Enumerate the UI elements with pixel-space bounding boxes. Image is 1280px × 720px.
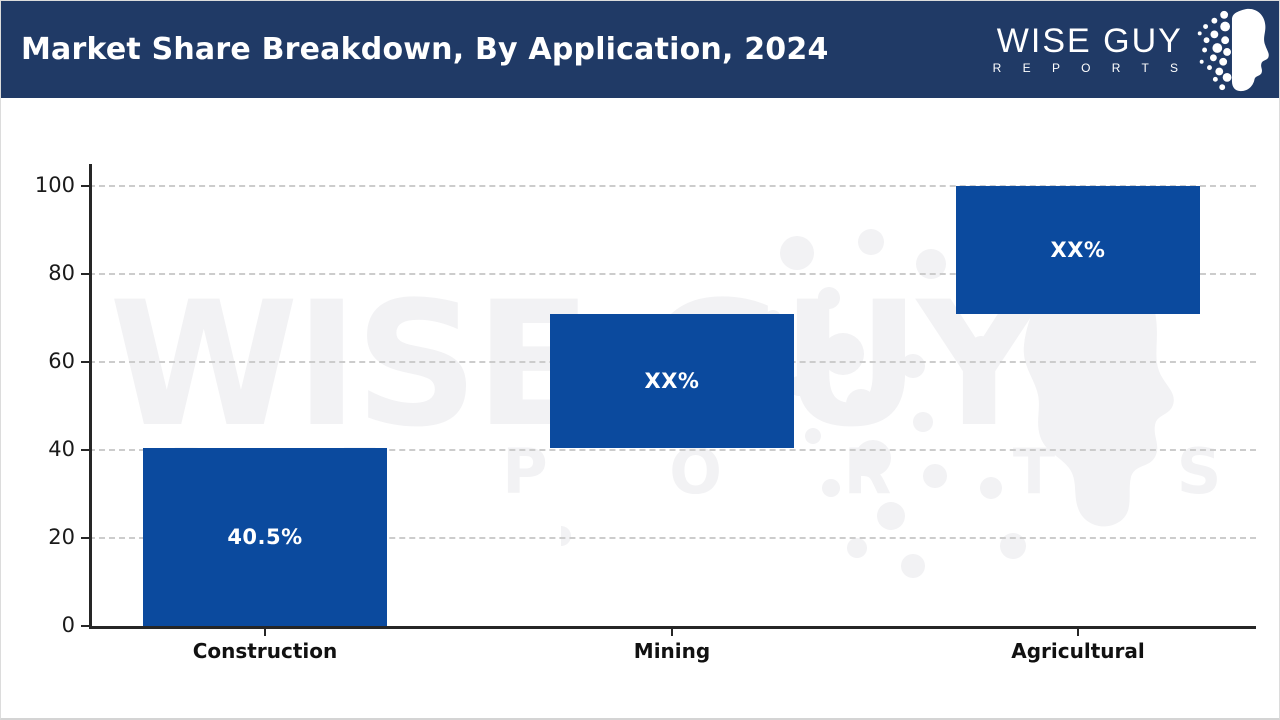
header-bar: Market Share Breakdown, By Application, … xyxy=(1,1,1279,98)
bar-value-label: XX% xyxy=(644,369,700,394)
y-axis-spine xyxy=(89,164,92,628)
x-category-label: Agricultural xyxy=(1011,639,1145,663)
gridline-80 xyxy=(89,273,1256,275)
logo-subtext: R E P O R T S xyxy=(992,61,1187,76)
y-tick-label: 20 xyxy=(48,525,75,549)
bar-construction: 40.5% xyxy=(143,447,387,626)
watermark-head-icon xyxy=(561,229,1174,578)
bar-mining: XX% xyxy=(550,314,794,448)
y-axis-tick xyxy=(81,273,89,275)
y-tick-label: 60 xyxy=(48,349,75,373)
gridline-40 xyxy=(89,449,1256,451)
logo-wordmark: WISE GUY xyxy=(996,21,1183,60)
y-tick-label: 80 xyxy=(48,261,75,285)
y-tick-label: 0 xyxy=(61,613,75,637)
x-axis-tick xyxy=(264,628,266,636)
y-axis-tick xyxy=(81,625,89,627)
x-axis-tick xyxy=(1077,628,1079,636)
y-axis-tick xyxy=(81,361,89,363)
bar-value-label: 40.5% xyxy=(227,524,303,549)
x-axis-spine xyxy=(89,626,1256,629)
gridline-20 xyxy=(89,537,1256,539)
wiseguy-logo: WISE GUY R E P O R T S xyxy=(993,6,1279,94)
x-category-label: Construction xyxy=(192,639,338,663)
gridline-100 xyxy=(89,185,1256,187)
y-tick-label: 100 xyxy=(34,173,75,197)
y-axis-tick xyxy=(81,537,89,539)
logo-head-icon xyxy=(1197,8,1269,91)
logo-text: WISE GUY R E P O R T S xyxy=(992,21,1187,76)
x-axis-tick xyxy=(671,628,673,636)
y-axis-tick xyxy=(81,185,89,187)
chart-title: Market Share Breakdown, By Application, … xyxy=(21,32,829,67)
y-tick-label: 40 xyxy=(48,437,75,461)
bar-value-label: XX% xyxy=(1050,238,1106,263)
x-category-label: Mining xyxy=(633,639,711,663)
y-axis-tick xyxy=(81,449,89,451)
bar-agricultural: XX% xyxy=(956,186,1200,315)
